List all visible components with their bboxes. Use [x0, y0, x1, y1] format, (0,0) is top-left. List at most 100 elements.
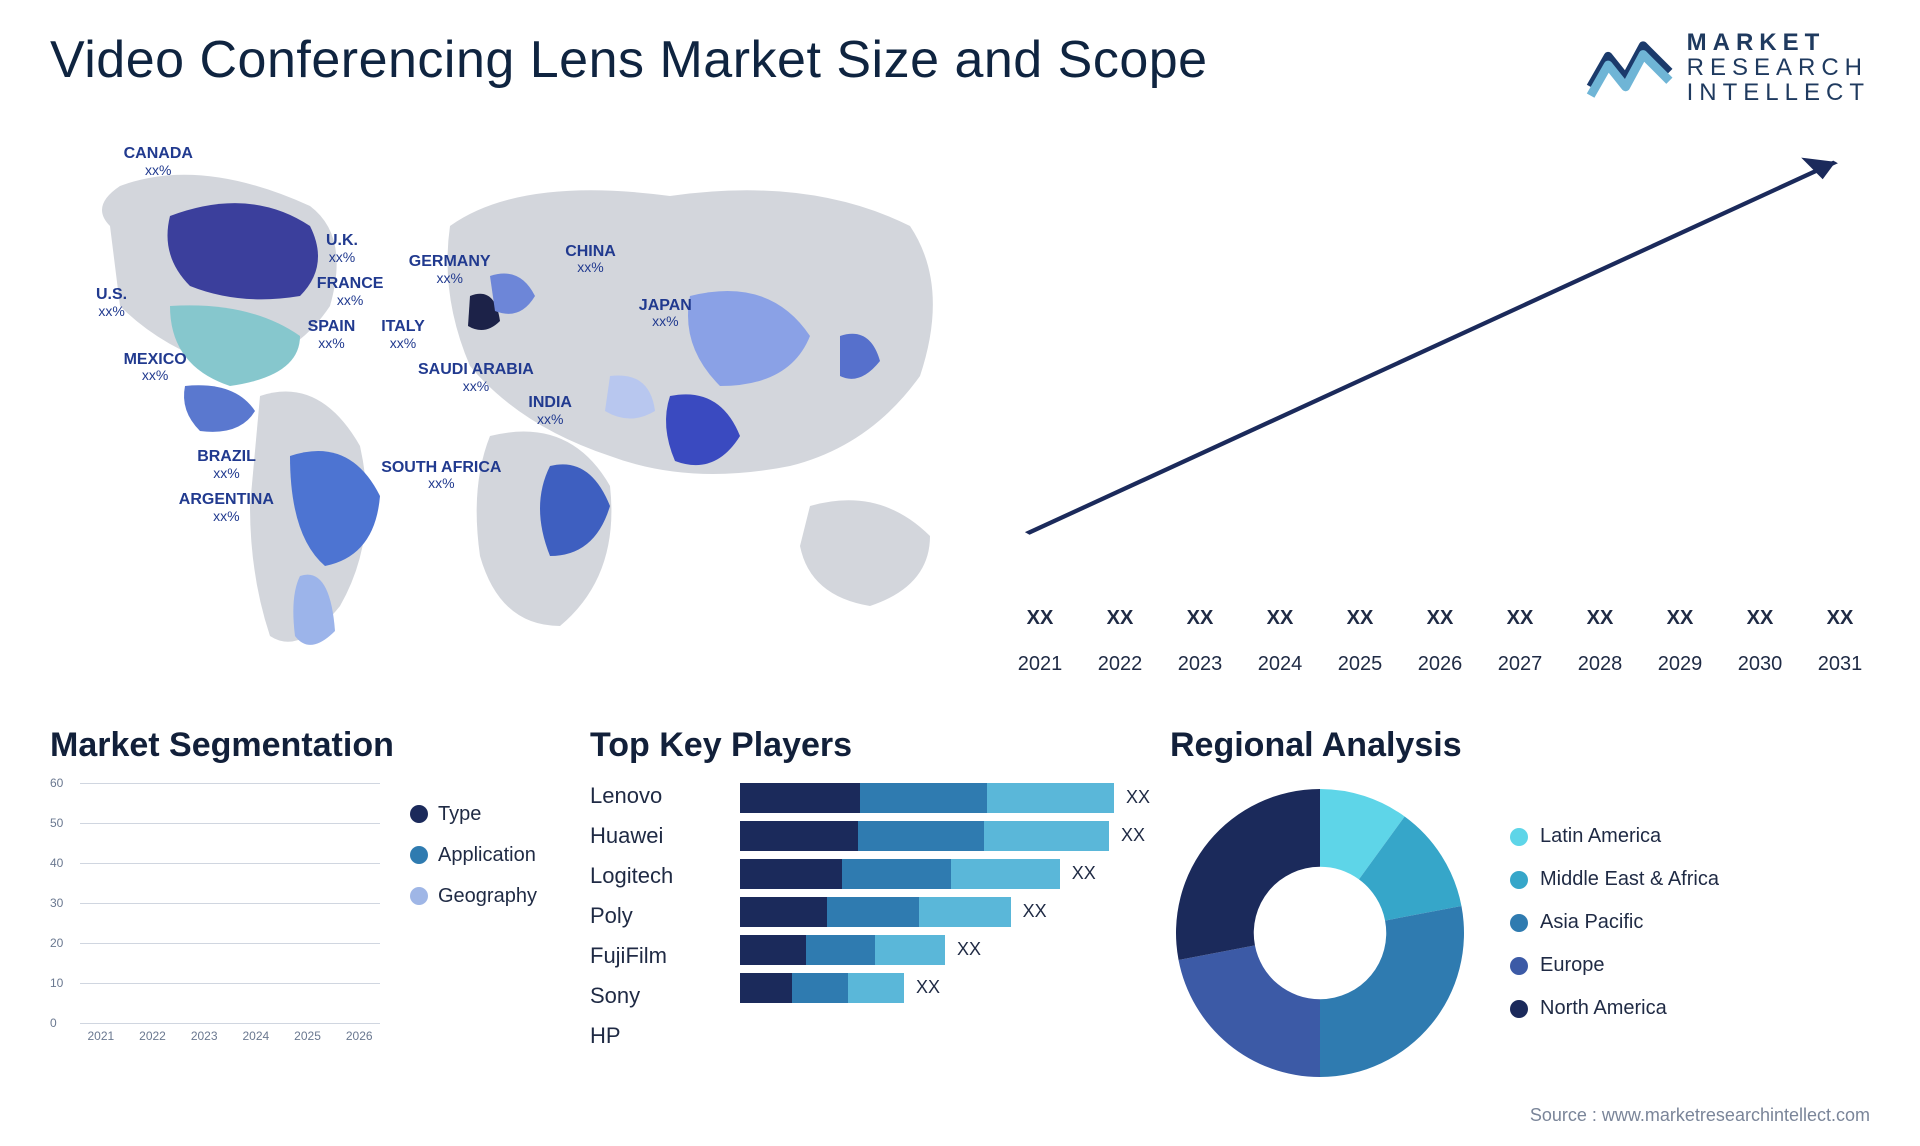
- seg-year-label: 2024: [235, 1029, 277, 1043]
- seg-year-label: 2022: [132, 1029, 174, 1043]
- map-label: MEXICOxx%: [124, 352, 187, 383]
- forecast-value-label: XX: [1827, 607, 1854, 630]
- map-label: GERMANYxx%: [409, 254, 491, 285]
- player-bar-row: XX: [740, 973, 1150, 1003]
- player-name: FujiFilm: [590, 943, 720, 969]
- donut-slice: [1176, 789, 1320, 960]
- regional-title: Regional Analysis: [1170, 726, 1870, 765]
- forecast-value-label: XX: [1347, 607, 1374, 630]
- forecast-bar: XX: [1570, 607, 1630, 636]
- player-bar-row: XX: [740, 897, 1150, 927]
- forecast-year-label: 2027: [1490, 653, 1550, 676]
- forecast-year-label: 2031: [1810, 653, 1870, 676]
- forecast-bar: XX: [1650, 607, 1710, 636]
- region-legend-item: North America: [1510, 997, 1719, 1020]
- seg-ytick: 50: [50, 816, 63, 830]
- forecast-value-label: XX: [1027, 607, 1054, 630]
- forecast-bar: XX: [1410, 607, 1470, 636]
- forecast-value-label: XX: [1427, 607, 1454, 630]
- world-map: CANADAxx%U.S.xx%MEXICOxx%BRAZILxx%ARGENT…: [50, 136, 970, 676]
- forecast-bar: XX: [1490, 607, 1550, 636]
- player-value-label: XX: [1126, 787, 1150, 808]
- forecast-bar: XX: [1330, 607, 1390, 636]
- map-label: CANADAxx%: [124, 146, 193, 177]
- segmentation-legend: TypeApplicationGeography: [410, 783, 570, 1043]
- seg-ytick: 40: [50, 856, 63, 870]
- map-label: ARGENTINAxx%: [179, 492, 274, 523]
- donut-slice: [1320, 906, 1464, 1077]
- players-chart: XX XX XX XX XX XX: [740, 783, 1150, 1049]
- players-list: Lenovo Huawei Logitech Poly FujiFilm Sony HP: [590, 783, 720, 1049]
- region-legend-item: Asia Pacific: [1510, 911, 1719, 934]
- player-name: Logitech: [590, 863, 720, 889]
- player-value-label: XX: [1072, 863, 1096, 884]
- forecast-value-label: XX: [1667, 607, 1694, 630]
- map-label: BRAZILxx%: [197, 449, 256, 480]
- forecast-value-label: XX: [1107, 607, 1134, 630]
- player-name: HP: [590, 1023, 720, 1049]
- donut-slice: [1179, 945, 1320, 1077]
- forecast-year-label: 2029: [1650, 653, 1710, 676]
- forecast-year-label: 2024: [1250, 653, 1310, 676]
- regional-donut: [1170, 783, 1470, 1083]
- player-bar-row: XX: [740, 935, 1150, 965]
- world-map-svg: [50, 136, 970, 676]
- map-label: ITALYxx%: [381, 319, 425, 350]
- map-label: SOUTH AFRICAxx%: [381, 460, 501, 491]
- players-panel: Top Key Players Lenovo Huawei Logitech Poly…: [590, 726, 1150, 1083]
- seg-ytick: 30: [50, 896, 63, 910]
- player-value-label: XX: [1121, 825, 1145, 846]
- player-name: Sony: [590, 983, 720, 1009]
- players-title: Top Key Players: [590, 726, 1150, 765]
- seg-ytick: 20: [50, 936, 63, 950]
- forecast-bar: XX: [1170, 607, 1230, 636]
- logo-text: MARKET RESEARCH INTELLECT: [1687, 30, 1870, 106]
- seg-legend-item: Application: [410, 844, 570, 867]
- player-value-label: XX: [1023, 901, 1047, 922]
- forecast-chart: XXXXXXXXXXXXXXXXXXXXXX 20212022202320242…: [1010, 136, 1870, 676]
- map-label: SPAINxx%: [308, 319, 356, 350]
- player-bar-row: XX: [740, 783, 1150, 813]
- forecast-value-label: XX: [1507, 607, 1534, 630]
- forecast-year-label: 2023: [1170, 653, 1230, 676]
- map-label: SAUDI ARABIAxx%: [418, 362, 534, 393]
- region-legend-item: Europe: [1510, 954, 1719, 977]
- regional-panel: Regional Analysis Latin AmericaMiddle Ea…: [1170, 726, 1870, 1083]
- seg-legend-item: Geography: [410, 885, 570, 908]
- player-name: Lenovo: [590, 783, 720, 809]
- segmentation-title: Market Segmentation: [50, 726, 570, 765]
- seg-ytick: 0: [50, 1016, 57, 1030]
- region-legend-item: Middle East & Africa: [1510, 868, 1719, 891]
- source-text: Source : www.marketresearchintellect.com: [1530, 1105, 1870, 1126]
- segmentation-panel: Market Segmentation 2021 2022 2023 2024 2025…: [50, 726, 570, 1083]
- player-value-label: XX: [916, 977, 940, 998]
- map-label: JAPANxx%: [639, 298, 692, 329]
- forecast-value-label: XX: [1267, 607, 1294, 630]
- forecast-year-label: 2025: [1330, 653, 1390, 676]
- player-value-label: XX: [957, 939, 981, 960]
- forecast-bar: XX: [1730, 607, 1790, 636]
- forecast-bar: XX: [1090, 607, 1150, 636]
- player-name: Poly: [590, 903, 720, 929]
- player-bar-row: XX: [740, 859, 1150, 889]
- seg-year-label: 2025: [287, 1029, 329, 1043]
- forecast-bar: XX: [1010, 607, 1070, 636]
- forecast-value-label: XX: [1587, 607, 1614, 630]
- forecast-value-label: XX: [1187, 607, 1214, 630]
- logo-mark-icon: [1585, 30, 1675, 105]
- segmentation-chart: 202120222023202420252026 0102030405060: [50, 783, 380, 1043]
- forecast-year-label: 2021: [1010, 653, 1070, 676]
- forecast-bar: XX: [1810, 607, 1870, 636]
- map-label: INDIAxx%: [528, 395, 572, 426]
- forecast-value-label: XX: [1747, 607, 1774, 630]
- page-title: Video Conferencing Lens Market Size and …: [50, 30, 1208, 90]
- player-bar-row: XX: [740, 821, 1150, 851]
- seg-ytick: 10: [50, 976, 63, 990]
- seg-year-label: 2021: [80, 1029, 122, 1043]
- regional-legend: Latin AmericaMiddle East & AfricaAsia Pa…: [1510, 825, 1719, 1040]
- seg-year-label: 2023: [183, 1029, 225, 1043]
- player-name: Huawei: [590, 823, 720, 849]
- brand-logo: MARKET RESEARCH INTELLECT: [1585, 30, 1870, 106]
- seg-ytick: 60: [50, 776, 63, 790]
- map-label: FRANCExx%: [317, 276, 384, 307]
